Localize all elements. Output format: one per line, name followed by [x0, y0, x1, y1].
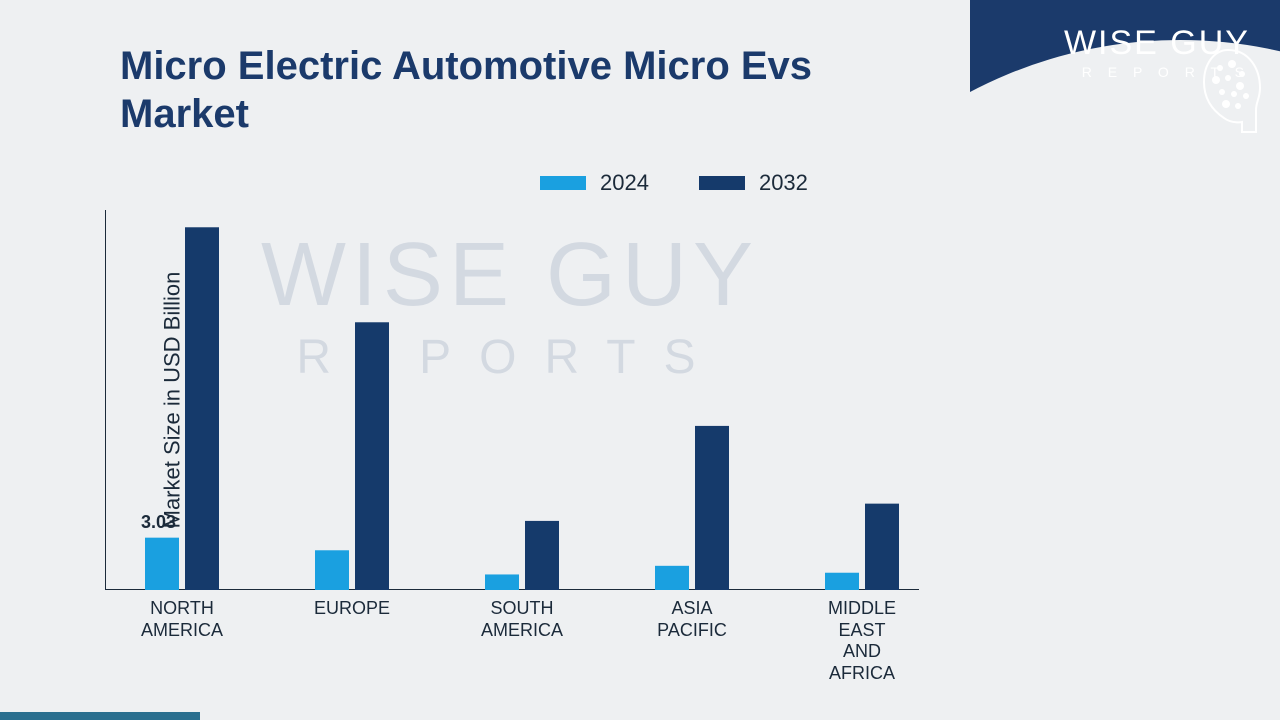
- bottom-accent-bar: [0, 712, 200, 720]
- legend-item-2024: 2024: [540, 170, 649, 196]
- legend-item-2032: 2032: [699, 170, 808, 196]
- category-label: EUROPE: [282, 598, 422, 620]
- legend: 2024 2032: [540, 170, 808, 196]
- category-label: ASIAPACIFIC: [622, 598, 762, 641]
- bar-value-label: 3.03: [141, 512, 176, 533]
- category-label: MIDDLEEASTANDAFRICA: [792, 598, 932, 684]
- chart-title: Micro Electric Automotive Micro Evs Mark…: [120, 42, 820, 138]
- legend-swatch-2024: [540, 176, 586, 190]
- brand-head-icon: [1188, 44, 1268, 144]
- legend-label-2024: 2024: [600, 170, 649, 196]
- legend-swatch-2032: [699, 176, 745, 190]
- category-label: SOUTHAMERICA: [452, 598, 592, 641]
- bar-chart: [105, 210, 925, 590]
- infographic-canvas: WISE GUY REPORTS WISE GUY R E P O R T S …: [0, 0, 1280, 720]
- legend-label-2032: 2032: [759, 170, 808, 196]
- category-label: NORTHAMERICA: [112, 598, 252, 641]
- brand-logo: WISE GUY R E P O R T S: [1064, 26, 1250, 80]
